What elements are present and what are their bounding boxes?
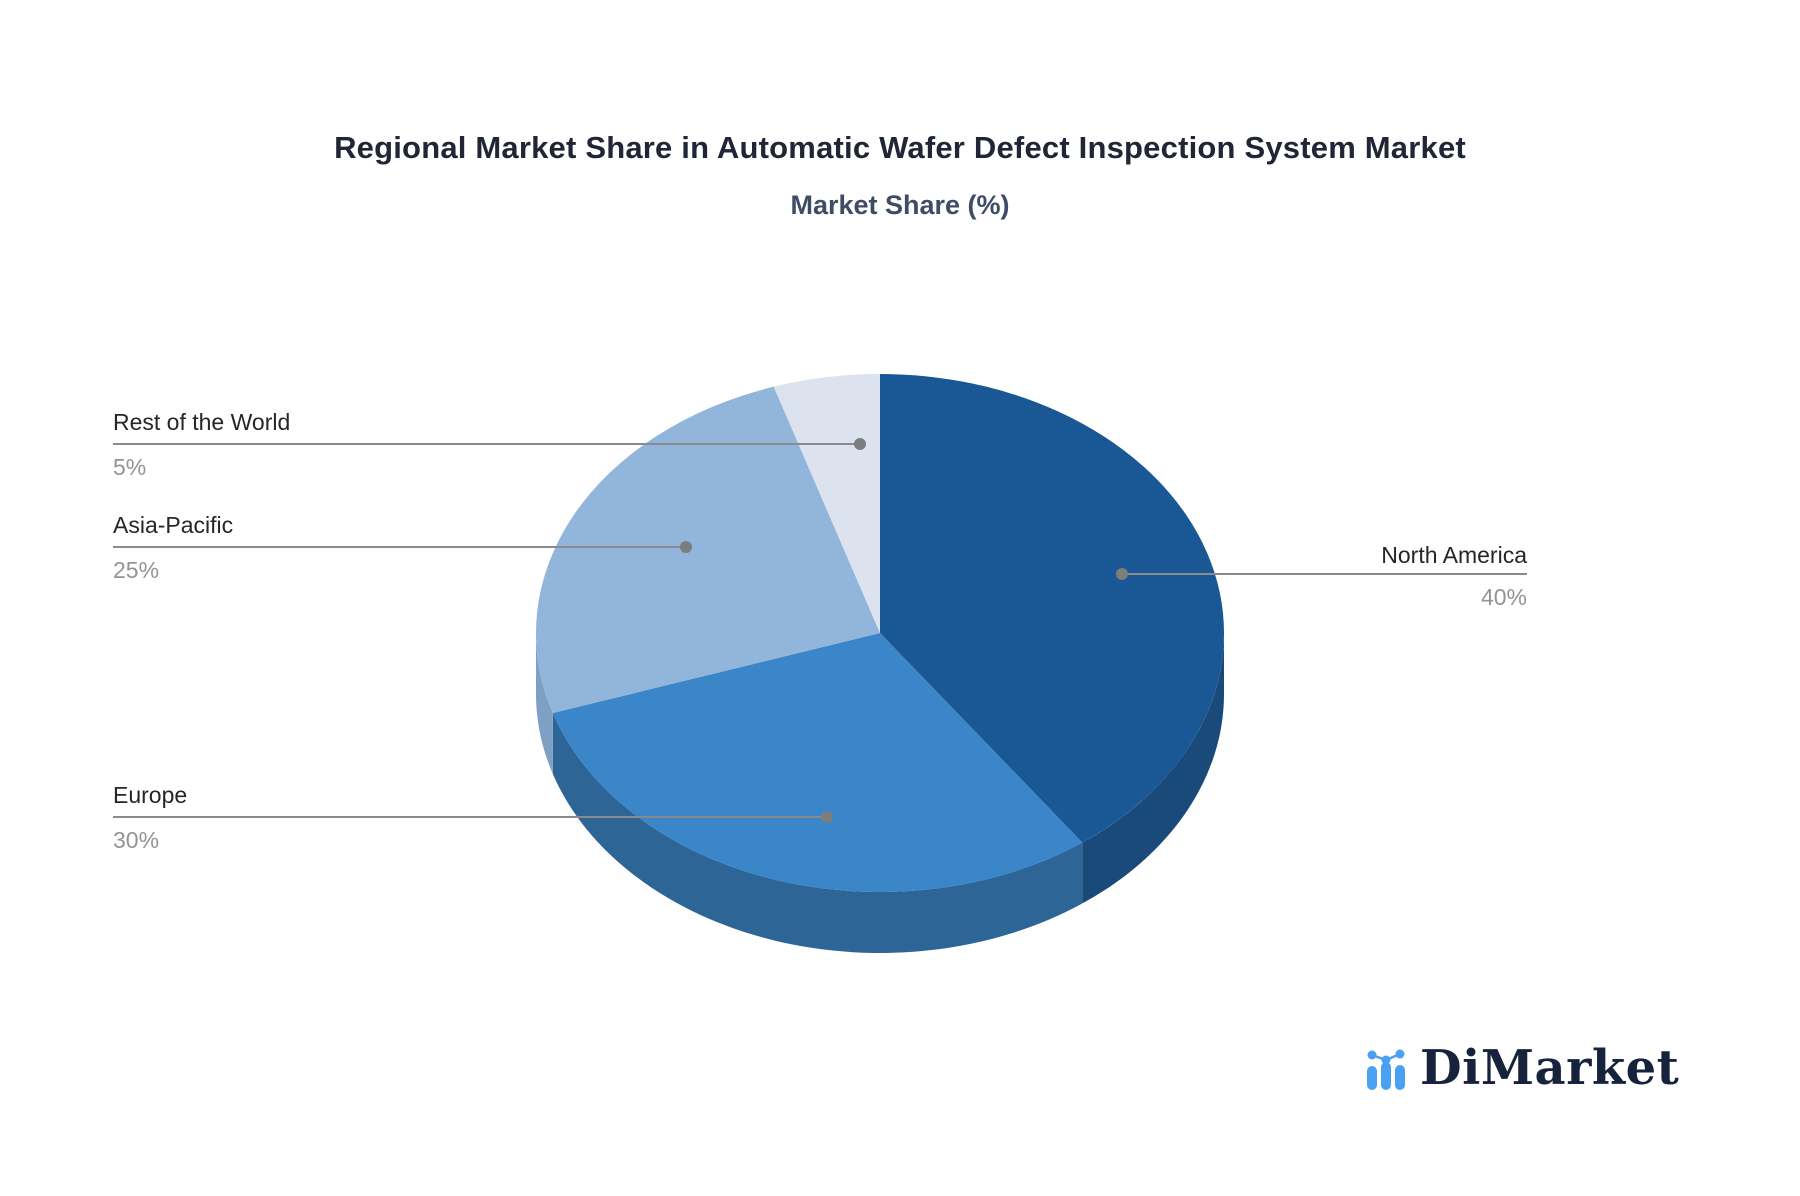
leader-dots [680, 438, 1128, 823]
leader-dot-north-america [1116, 568, 1128, 580]
label-asia-pacific: Asia-Pacific [113, 512, 234, 538]
chart-title: Regional Market Share in Automatic Wafer… [334, 130, 1466, 165]
bar-chart-trend-icon [1367, 1049, 1405, 1090]
logo-text: DiMarket [1420, 1040, 1680, 1096]
chart-subtitle: Market Share (%) [790, 190, 1010, 220]
pie-side-asia-pacific [536, 633, 553, 775]
pct-rest-of-the-world: 5% [113, 454, 147, 480]
leader-dot-asia-pacific [680, 541, 692, 553]
pie-side-north-america [1082, 633, 1224, 904]
pie-side-europe [552, 713, 1083, 953]
label-rest-of-the-world: Rest of the World [113, 409, 291, 435]
pie-slice-north-america [880, 374, 1224, 843]
pct-asia-pacific: 25% [113, 557, 160, 583]
pct-north-america: 40% [1480, 584, 1527, 610]
logo-bar-1 [1367, 1066, 1377, 1090]
pie-slice-rest-of-the-world [773, 374, 880, 633]
label-europe: Europe [113, 782, 188, 808]
leader-dot-rest-of-the-world [854, 438, 866, 450]
logo-bar-2 [1381, 1062, 1391, 1090]
leader-dot-europe [821, 811, 833, 823]
logo-trend-line [1371, 1052, 1401, 1062]
logo-bar-3 [1395, 1065, 1405, 1090]
pct-europe: 30% [113, 827, 160, 853]
pie-slice-europe [552, 633, 1083, 893]
logo: DiMarket [1363, 1040, 1679, 1096]
label-north-america: North America [1381, 542, 1527, 568]
leader-lines [113, 443, 1527, 818]
pie-3d [536, 374, 1224, 953]
pie-slice-asia-pacific [536, 386, 880, 714]
